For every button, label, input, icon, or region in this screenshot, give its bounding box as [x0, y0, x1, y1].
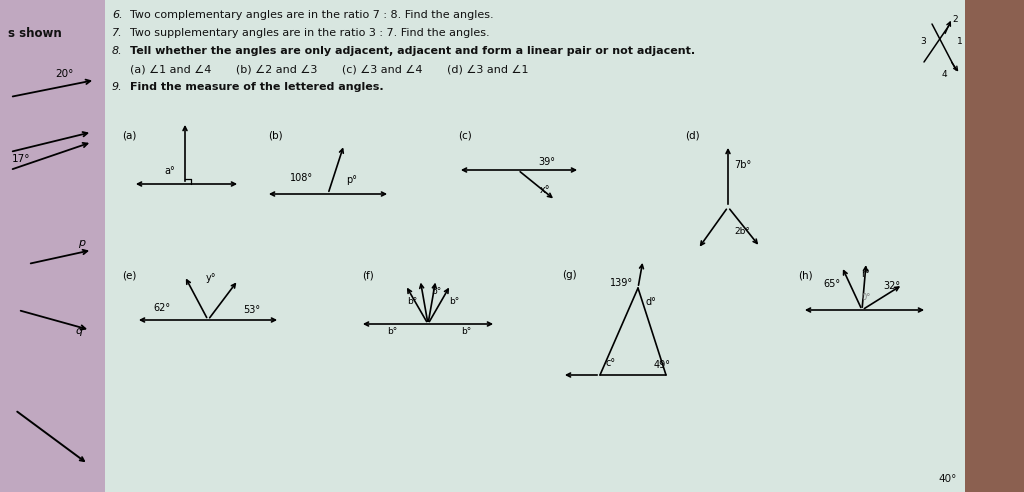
Text: (b): (b) — [268, 130, 283, 140]
Text: b°: b° — [387, 328, 397, 337]
Text: (h): (h) — [798, 270, 813, 280]
Text: 6.: 6. — [112, 10, 123, 20]
Text: 40°: 40° — [938, 474, 956, 484]
Text: 2b°: 2b° — [734, 227, 750, 237]
Text: p: p — [78, 238, 85, 248]
Text: p°: p° — [346, 175, 357, 185]
Text: 62°: 62° — [154, 303, 171, 313]
Text: 7b°: 7b° — [734, 160, 752, 170]
Text: 9.: 9. — [112, 82, 123, 92]
Text: (g): (g) — [562, 270, 577, 280]
Text: 3: 3 — [921, 37, 926, 47]
Text: x°: x° — [540, 185, 551, 195]
Text: q: q — [75, 326, 82, 336]
Text: 2: 2 — [952, 15, 957, 24]
Text: 32°: 32° — [884, 281, 900, 291]
Text: b°: b° — [449, 298, 459, 307]
Text: (e): (e) — [122, 270, 136, 280]
Text: 17°: 17° — [12, 154, 31, 164]
Text: (c): (c) — [458, 130, 472, 140]
Text: Two supplementary angles are in the ratio 3 : 7. Find the angles.: Two supplementary angles are in the rati… — [130, 28, 489, 38]
Text: b°: b° — [407, 298, 417, 307]
Text: 1: 1 — [957, 37, 963, 47]
Text: 4: 4 — [941, 70, 947, 79]
Text: 7.: 7. — [112, 28, 123, 38]
Text: 49°: 49° — [654, 360, 671, 370]
Text: d°: d° — [646, 297, 656, 307]
Text: 20°: 20° — [55, 69, 74, 79]
Text: 39°: 39° — [538, 157, 555, 167]
Text: c°: c° — [606, 358, 616, 368]
Text: (a) ∠1 and ∠4       (b) ∠2 and ∠3       (c) ∠3 and ∠4       (d) ∠3 and ∠1: (a) ∠1 and ∠4 (b) ∠2 and ∠3 (c) ∠3 and ∠… — [130, 64, 528, 74]
FancyBboxPatch shape — [105, 0, 965, 492]
Text: (a): (a) — [122, 130, 136, 140]
Text: 139°: 139° — [610, 278, 633, 288]
Text: 53°: 53° — [244, 305, 260, 315]
FancyBboxPatch shape — [965, 0, 1024, 492]
Text: b°: b° — [431, 287, 441, 297]
Text: 0°: 0° — [861, 294, 870, 303]
Text: a°: a° — [165, 166, 175, 176]
Text: (d): (d) — [685, 130, 699, 140]
Text: s shown: s shown — [8, 27, 61, 40]
Text: Two complementary angles are in the ratio 7 : 8. Find the angles.: Two complementary angles are in the rati… — [130, 10, 494, 20]
FancyBboxPatch shape — [0, 0, 105, 492]
Text: y°: y° — [206, 273, 216, 283]
Text: Find the measure of the lettered angles.: Find the measure of the lettered angles. — [130, 82, 384, 92]
Text: 65°: 65° — [823, 279, 841, 289]
Text: r°: r° — [861, 269, 870, 279]
Text: 108°: 108° — [290, 173, 313, 183]
Text: b°: b° — [461, 328, 471, 337]
Text: (f): (f) — [362, 270, 374, 280]
Text: 8.: 8. — [112, 46, 123, 56]
Text: Tell whether the angles are only adjacent, adjacent and form a linear pair or no: Tell whether the angles are only adjacen… — [130, 46, 695, 56]
